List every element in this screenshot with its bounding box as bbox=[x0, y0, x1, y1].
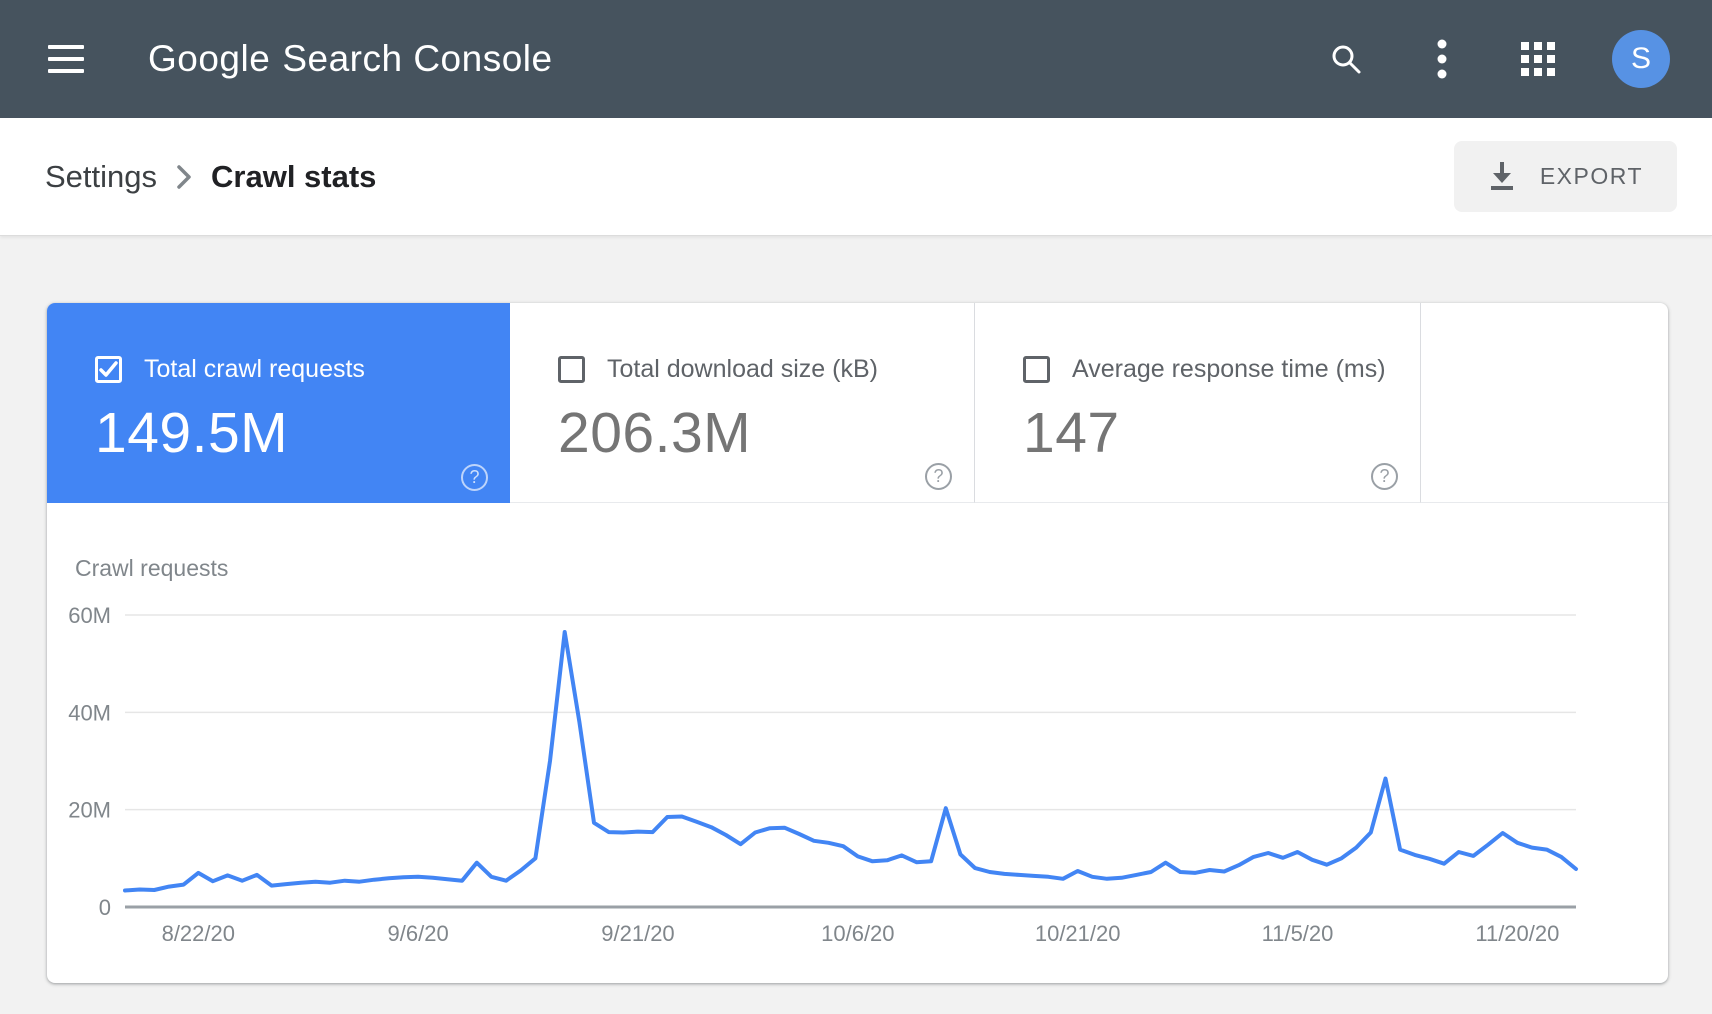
svg-text:11/5/20: 11/5/20 bbox=[1262, 921, 1334, 946]
download-icon bbox=[1488, 160, 1516, 193]
app-header: Google Search Console bbox=[0, 0, 1712, 118]
checkbox-unchecked-icon[interactable] bbox=[1023, 356, 1050, 383]
help-icon[interactable]: ? bbox=[925, 463, 952, 490]
breadcrumb-bar: Settings Crawl stats EXPORT bbox=[0, 118, 1712, 236]
crawl-requests-line bbox=[123, 630, 1578, 893]
metric-value: 149.5M bbox=[95, 401, 289, 465]
help-icon[interactable]: ? bbox=[1371, 463, 1398, 490]
metric-cards-row: Total crawl requests 149.5M ? Total down… bbox=[47, 303, 1668, 503]
logo-google-text: Google bbox=[148, 38, 271, 79]
metric-value: 206.3M bbox=[558, 401, 752, 465]
logo-product-text: Search Console bbox=[282, 38, 553, 79]
help-icon[interactable]: ? bbox=[461, 464, 488, 491]
chevron-right-icon bbox=[175, 163, 193, 191]
export-button[interactable]: EXPORT bbox=[1453, 141, 1677, 212]
metric-card-total-crawl-requests[interactable]: Total crawl requests 149.5M ? bbox=[47, 303, 510, 503]
svg-text:10/6/20: 10/6/20 bbox=[821, 921, 894, 946]
kebab-menu-icon[interactable] bbox=[1420, 37, 1464, 81]
svg-text:9/6/20: 9/6/20 bbox=[388, 921, 449, 946]
breadcrumb: Settings Crawl stats bbox=[45, 159, 376, 195]
hamburger-menu-icon[interactable] bbox=[48, 45, 84, 73]
apps-grid-icon[interactable] bbox=[1516, 37, 1560, 81]
metric-label: Total download size (kB) bbox=[607, 355, 878, 383]
header-actions: S bbox=[1324, 30, 1712, 88]
metric-card-average-response-time[interactable]: Average response time (ms) 147 ? bbox=[975, 303, 1421, 503]
svg-text:0: 0 bbox=[99, 895, 111, 920]
crawl-stats-panel: Total crawl requests 149.5M ? Total down… bbox=[47, 303, 1668, 983]
svg-text:8/22/20: 8/22/20 bbox=[162, 921, 235, 946]
search-icon[interactable] bbox=[1324, 37, 1368, 81]
checkbox-unchecked-icon[interactable] bbox=[558, 356, 585, 383]
svg-text:10/21/20: 10/21/20 bbox=[1035, 921, 1121, 946]
chart-title: Crawl requests bbox=[75, 555, 229, 581]
checkbox-checked-icon[interactable] bbox=[95, 356, 122, 383]
svg-text:40M: 40M bbox=[68, 700, 111, 725]
breadcrumb-settings-link[interactable]: Settings bbox=[45, 158, 158, 194]
metric-value: 147 bbox=[1023, 401, 1120, 465]
svg-text:9/21/20: 9/21/20 bbox=[601, 921, 674, 946]
metric-label: Total crawl requests bbox=[144, 355, 365, 383]
export-button-label: EXPORT bbox=[1539, 163, 1643, 189]
svg-text:60M: 60M bbox=[68, 603, 111, 628]
avatar[interactable]: S bbox=[1612, 30, 1670, 88]
crawl-chart-svg: 60M 40M 20M 0 8/22/20 9/6/20 9/21/20 10/6/20 10/… bbox=[68, 603, 1578, 946]
svg-text:11/20/20: 11/20/20 bbox=[1475, 921, 1559, 946]
metric-card-total-download-size[interactable]: Total download size (kB) 206.3M ? bbox=[510, 303, 975, 503]
svg-text:20M: 20M bbox=[68, 798, 111, 823]
app-logo: Google Search Console bbox=[148, 38, 553, 80]
metric-label: Average response time (ms) bbox=[1072, 355, 1386, 383]
cards-row-filler bbox=[1421, 303, 1668, 503]
page-title: Crawl stats bbox=[211, 158, 377, 194]
